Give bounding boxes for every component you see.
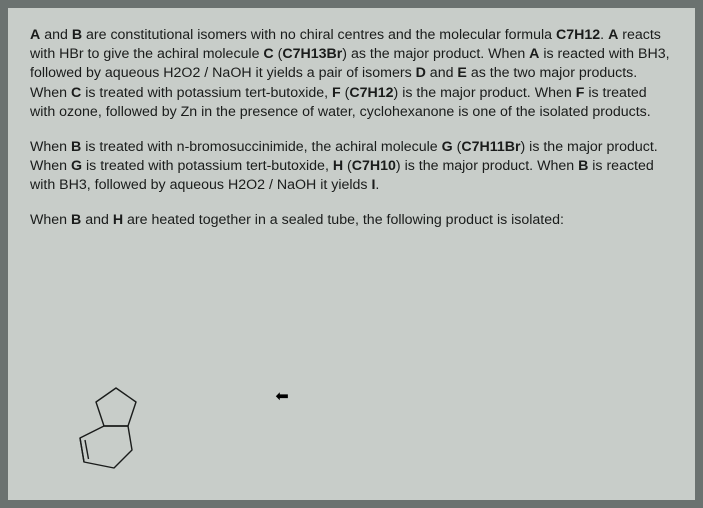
- body-text: ) as the major product. When: [342, 46, 529, 62]
- bold-text: G: [71, 158, 82, 174]
- body-text: When: [30, 139, 71, 155]
- body-text: is treated with potassium tert-butoxide,: [81, 85, 332, 101]
- body-text: is treated with n-bromosuccinimide, the …: [81, 139, 441, 155]
- bold-text: E: [457, 65, 466, 81]
- bold-text: C: [263, 46, 273, 62]
- molecule-svg: [34, 380, 154, 480]
- body-text: ) is the major product. When: [394, 85, 576, 101]
- bold-text: D: [416, 65, 426, 81]
- bold-text: B: [71, 212, 81, 228]
- bold-text: B: [71, 139, 81, 155]
- body-text: ) is the major product. When: [396, 158, 578, 174]
- bold-text: A: [608, 27, 618, 43]
- bold-text: C7H12: [556, 27, 600, 43]
- body-text: .: [375, 177, 379, 193]
- bold-text: C7H10: [352, 158, 396, 174]
- bold-text: C7H11Br: [461, 139, 520, 155]
- bold-text: H: [113, 212, 123, 228]
- body-text: and: [426, 65, 458, 81]
- bold-text: C: [71, 85, 81, 101]
- bold-text: B: [72, 27, 82, 43]
- bold-text: A: [30, 27, 40, 43]
- body-text: .: [600, 27, 608, 43]
- paragraph-2: When B is treated with n-bromosuccinimid…: [30, 138, 673, 196]
- question-page: A and B are constitutional isomers with …: [8, 8, 695, 500]
- paragraph-1: A and B are constitutional isomers with …: [30, 26, 673, 122]
- body-text: are constitutional isomers with no chira…: [82, 27, 556, 43]
- bold-text: C7H13Br: [282, 46, 342, 62]
- body-text: are heated together in a sealed tube, th…: [123, 212, 564, 228]
- body-text: and: [40, 27, 72, 43]
- body-text: When: [30, 212, 71, 228]
- chemical-structure: [34, 380, 154, 486]
- bold-text: H: [333, 158, 343, 174]
- bold-text: C7H12: [349, 85, 393, 101]
- bold-text: B: [578, 158, 588, 174]
- mouse-cursor-icon: ⬉: [270, 384, 295, 409]
- body-text: is treated with potassium tert-butoxide,: [82, 158, 333, 174]
- bold-text: G: [442, 139, 453, 155]
- bold-text: F: [332, 85, 341, 101]
- bold-text: A: [529, 46, 539, 62]
- body-text: and: [81, 212, 113, 228]
- body-text: (: [343, 158, 352, 174]
- paragraph-3: When B and H are heated together in a se…: [30, 211, 673, 230]
